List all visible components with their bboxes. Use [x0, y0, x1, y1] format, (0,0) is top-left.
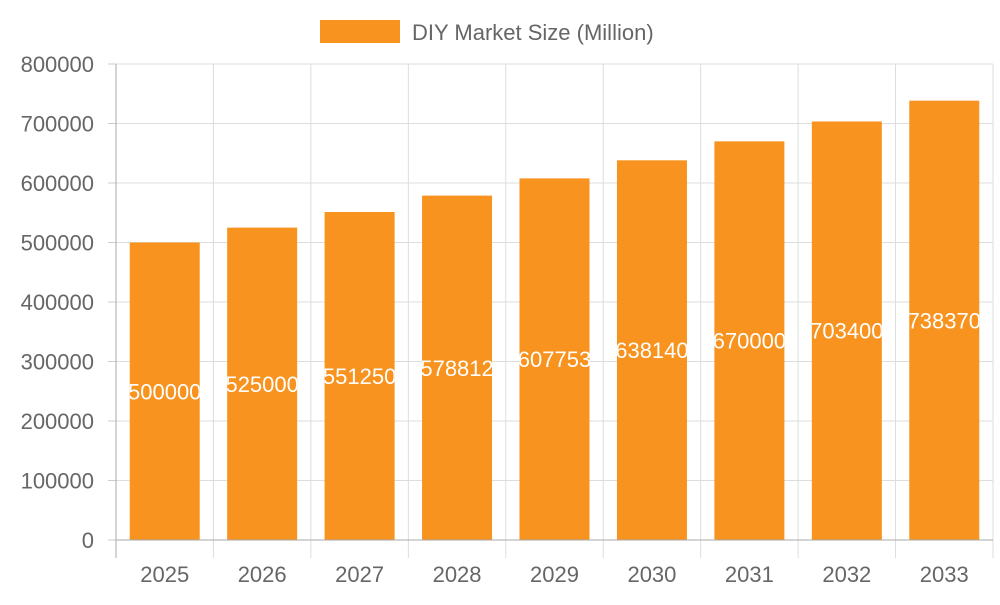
bar-data-label: 638140	[615, 338, 688, 363]
x-tick-label: 2027	[335, 562, 384, 587]
x-tick-label: 2025	[140, 562, 189, 587]
legend-swatch	[320, 20, 400, 43]
bar	[422, 195, 493, 540]
bar-data-label: 578812	[420, 356, 493, 381]
bar-data-label: 670000	[713, 329, 786, 354]
y-tick-label: 500000	[21, 231, 94, 256]
y-tick-label: 600000	[21, 171, 94, 196]
bar-data-label: 738370	[908, 308, 981, 333]
bar-data-label: 703400	[810, 319, 883, 344]
bar-data-label: 551250	[323, 364, 396, 389]
bar-data-label: 607753	[518, 347, 591, 372]
legend-label: DIY Market Size (Million)	[412, 20, 654, 45]
y-tick-label: 800000	[21, 52, 94, 77]
y-tick-label: 100000	[21, 469, 94, 494]
x-tick-label: 2028	[433, 562, 482, 587]
x-tick-label: 2026	[238, 562, 287, 587]
bar	[227, 227, 298, 540]
y-tick-label: 0	[82, 528, 94, 553]
x-tick-label: 2033	[920, 562, 969, 587]
x-tick-label: 2030	[627, 562, 676, 587]
y-tick-label: 200000	[21, 409, 94, 434]
bar	[519, 178, 590, 540]
bar	[714, 141, 785, 540]
x-tick-label: 2031	[725, 562, 774, 587]
bar-data-label: 525000	[225, 372, 298, 397]
bar	[616, 160, 687, 540]
y-tick-label: 300000	[21, 350, 94, 375]
y-tick-label: 400000	[21, 290, 94, 315]
x-tick-label: 2032	[822, 562, 871, 587]
x-tick-label: 2029	[530, 562, 579, 587]
bar-data-label: 500000	[128, 379, 201, 404]
bar	[324, 212, 395, 540]
bar	[129, 242, 200, 540]
bar	[811, 121, 882, 541]
legend[interactable]: DIY Market Size (Million)	[320, 20, 654, 45]
bar	[909, 100, 980, 540]
y-tick-label: 700000	[21, 112, 94, 137]
